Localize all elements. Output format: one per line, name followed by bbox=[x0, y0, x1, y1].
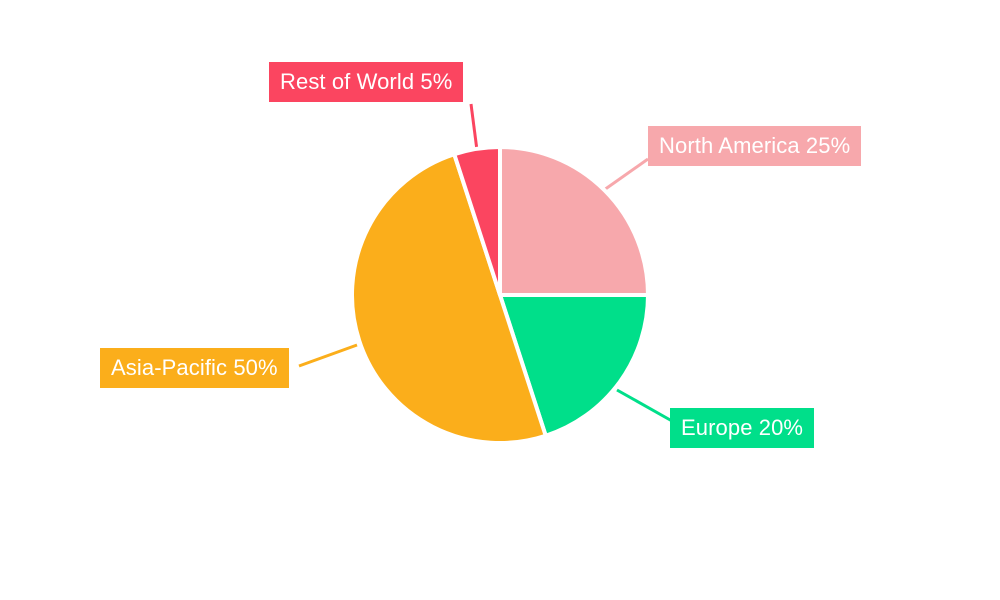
pie-label-rest-of-world[interactable]: Rest of World 5% bbox=[269, 62, 464, 102]
pie-slice-asia-pacific[interactable] bbox=[350, 152, 548, 445]
pie-slice-europe[interactable] bbox=[498, 293, 650, 438]
leader-line-europe bbox=[616, 388, 673, 423]
leader-line-north-america bbox=[603, 157, 649, 192]
pie-label-asia-pacific[interactable]: Asia-Pacific 50% bbox=[100, 348, 289, 388]
leader-line-asia-pacific bbox=[298, 343, 358, 368]
pie-slice-rest-of-world[interactable] bbox=[452, 145, 502, 297]
pie-slice-north-america[interactable] bbox=[498, 145, 650, 297]
pie-label-europe[interactable]: Europe 20% bbox=[670, 408, 815, 448]
pie-label-north-america[interactable]: North America 25% bbox=[648, 126, 862, 166]
pie-slice-group bbox=[350, 145, 650, 445]
